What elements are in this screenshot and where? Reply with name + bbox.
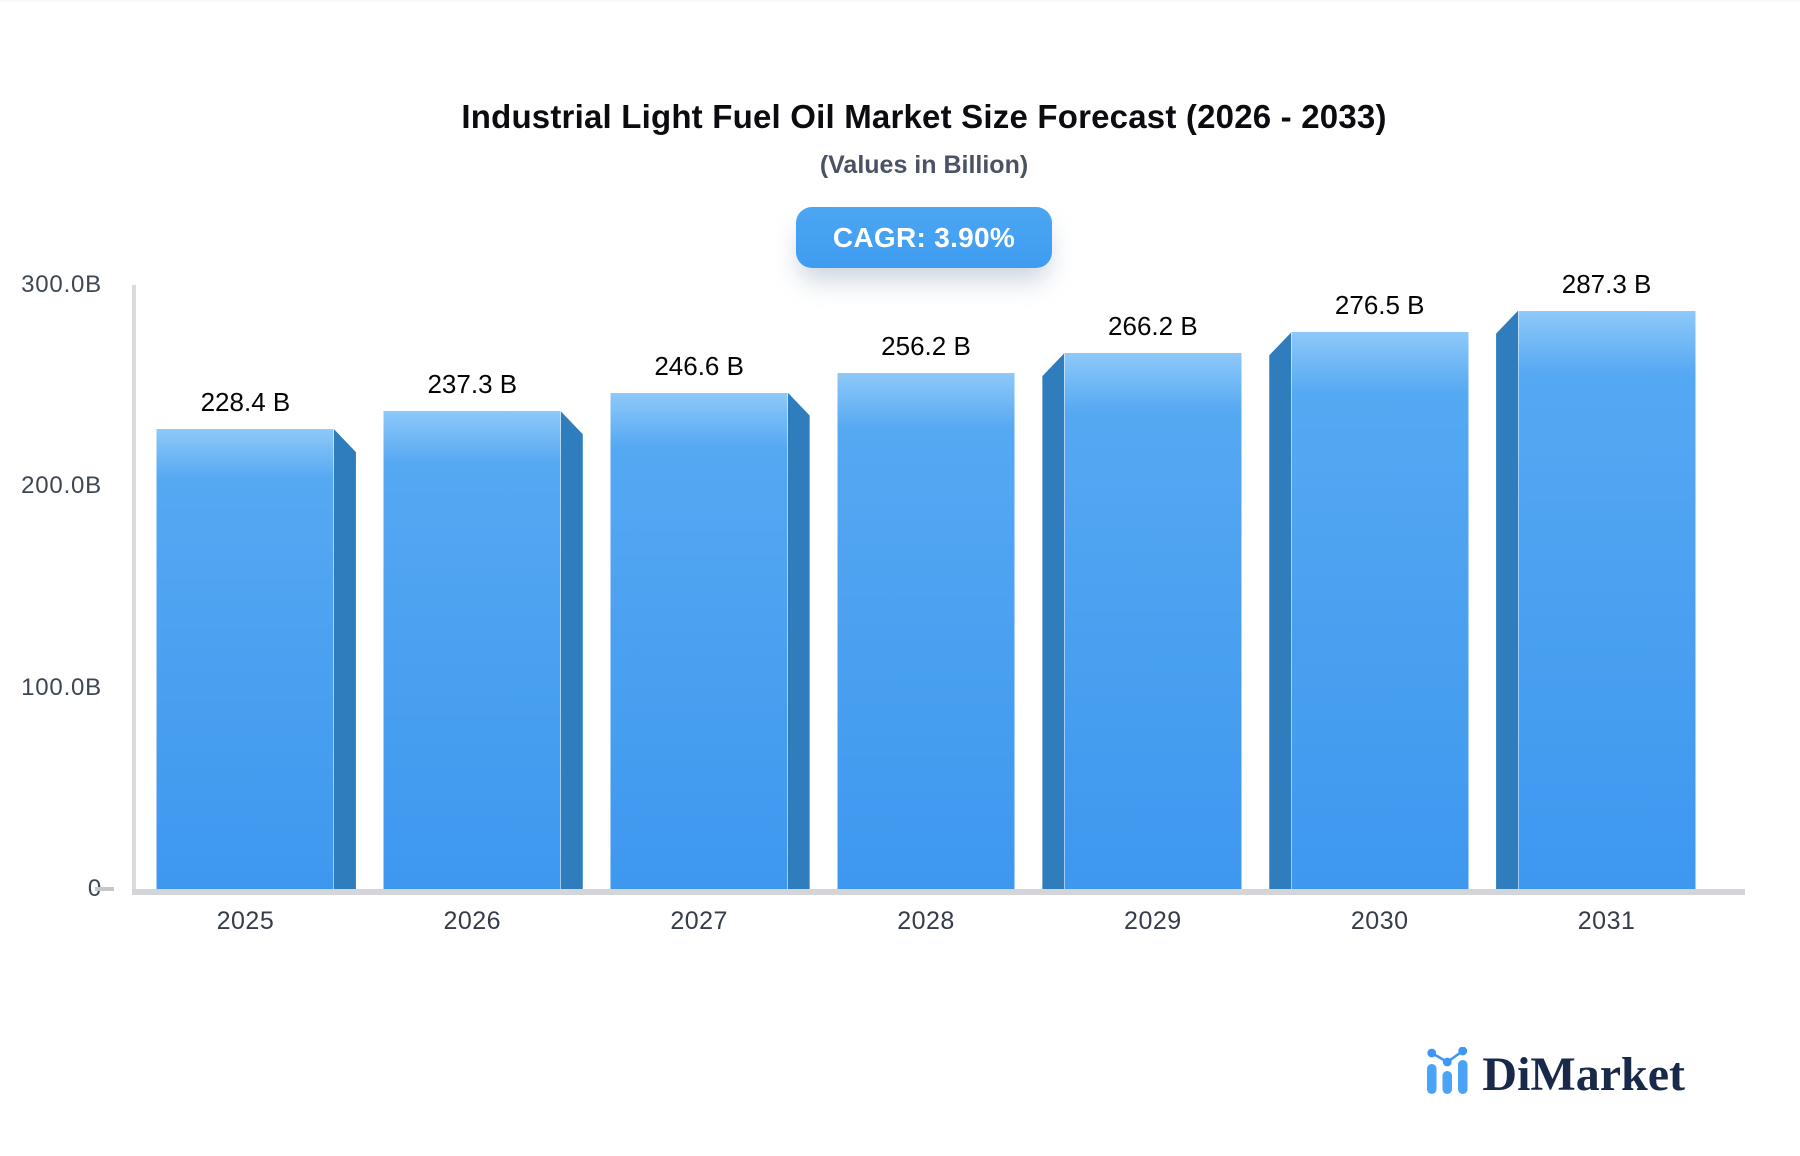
bar-side-face [333,429,356,889]
bar-group-2027: 246.6 B 2027 [586,285,813,935]
x-axis-line [132,889,1745,895]
bar-group-2029: 266.2 B 2029 [1039,285,1266,935]
bar-side-face [1496,310,1519,889]
bar-line-chart-icon [1427,1047,1468,1094]
bar-value-label-2031: 287.3 B [1561,268,1652,299]
x-tick-label-2029: 2029 [1124,907,1182,935]
x-tick-label-2030: 2030 [1350,907,1409,935]
x-tick-label-2026: 2026 [443,907,502,935]
bar-value-label-2029: 266.2 B [1108,311,1198,342]
x-tick-label-2027: 2027 [670,907,728,935]
chart-subtitle: (Values in Billion) [819,151,1029,179]
logo-text: DiMarket [1482,1047,1685,1101]
bar-value-label-2030: 276.5 B [1334,290,1425,321]
chart-title: Industrial Light Fuel Oil Market Size Fo… [461,98,1387,135]
bar-group-2026: 237.3 B 2026 [359,285,586,935]
x-tick-label-2025: 2025 [216,907,275,935]
y-axis-line [132,285,136,889]
y-tick-label-300.0B: 300.0B [21,271,102,298]
bar-side-face [787,392,810,889]
zero-tick-mark [95,887,114,891]
dimarket-logo: DiMarket [1425,1047,1685,1101]
x-tick-label-2028: 2028 [897,907,955,935]
bar-value-label-2025: 228.4 B [200,387,291,418]
bar-2025 [156,429,334,889]
bar-value-label-2026: 237.3 B [427,369,518,400]
bar-side-face [1269,332,1292,889]
bar-side-face [1042,353,1065,889]
bar-value-label-2027: 246.6 B [654,350,744,381]
bar-value-label-2028: 256.2 B [881,331,971,362]
y-tick-label-200.0B: 200.0B [21,472,102,500]
bar-2027 [610,392,788,889]
bar-group-2028: 256.2 B 2028 [813,285,1040,935]
bar-group-2030: 276.5 B 2030 [1266,285,1493,935]
chart-header: Industrial Light Fuel Oil Market Size Fo… [128,2,1720,268]
bar-side-face [560,411,583,889]
bar-2026 [383,411,561,889]
cagr-badge: CAGR: 3.90% [795,207,1053,268]
bar-2030 [1291,332,1469,889]
bar-2031 [1518,310,1696,889]
bar-2029 [1064,353,1242,889]
bar-group-2031: 287.3 B 2031 [1493,269,1720,935]
y-tick-label-100.0B: 100.0B [21,673,102,701]
bar-2028 [837,373,1015,889]
x-tick-label-2031: 2031 [1577,907,1636,935]
bars-container: 228.4 B 2025 237.3 B 2026 246.6 B 2027 256.2 B… [132,269,1720,935]
bar-group-2025: 228.4 B 2025 [132,285,359,935]
y-tick-label-0: 0 [88,875,102,903]
bar-chart-plot-area: 300.0B 200.0B 100.0B 0 228.4 B 2025 237.3 B 20… [21,269,1745,935]
